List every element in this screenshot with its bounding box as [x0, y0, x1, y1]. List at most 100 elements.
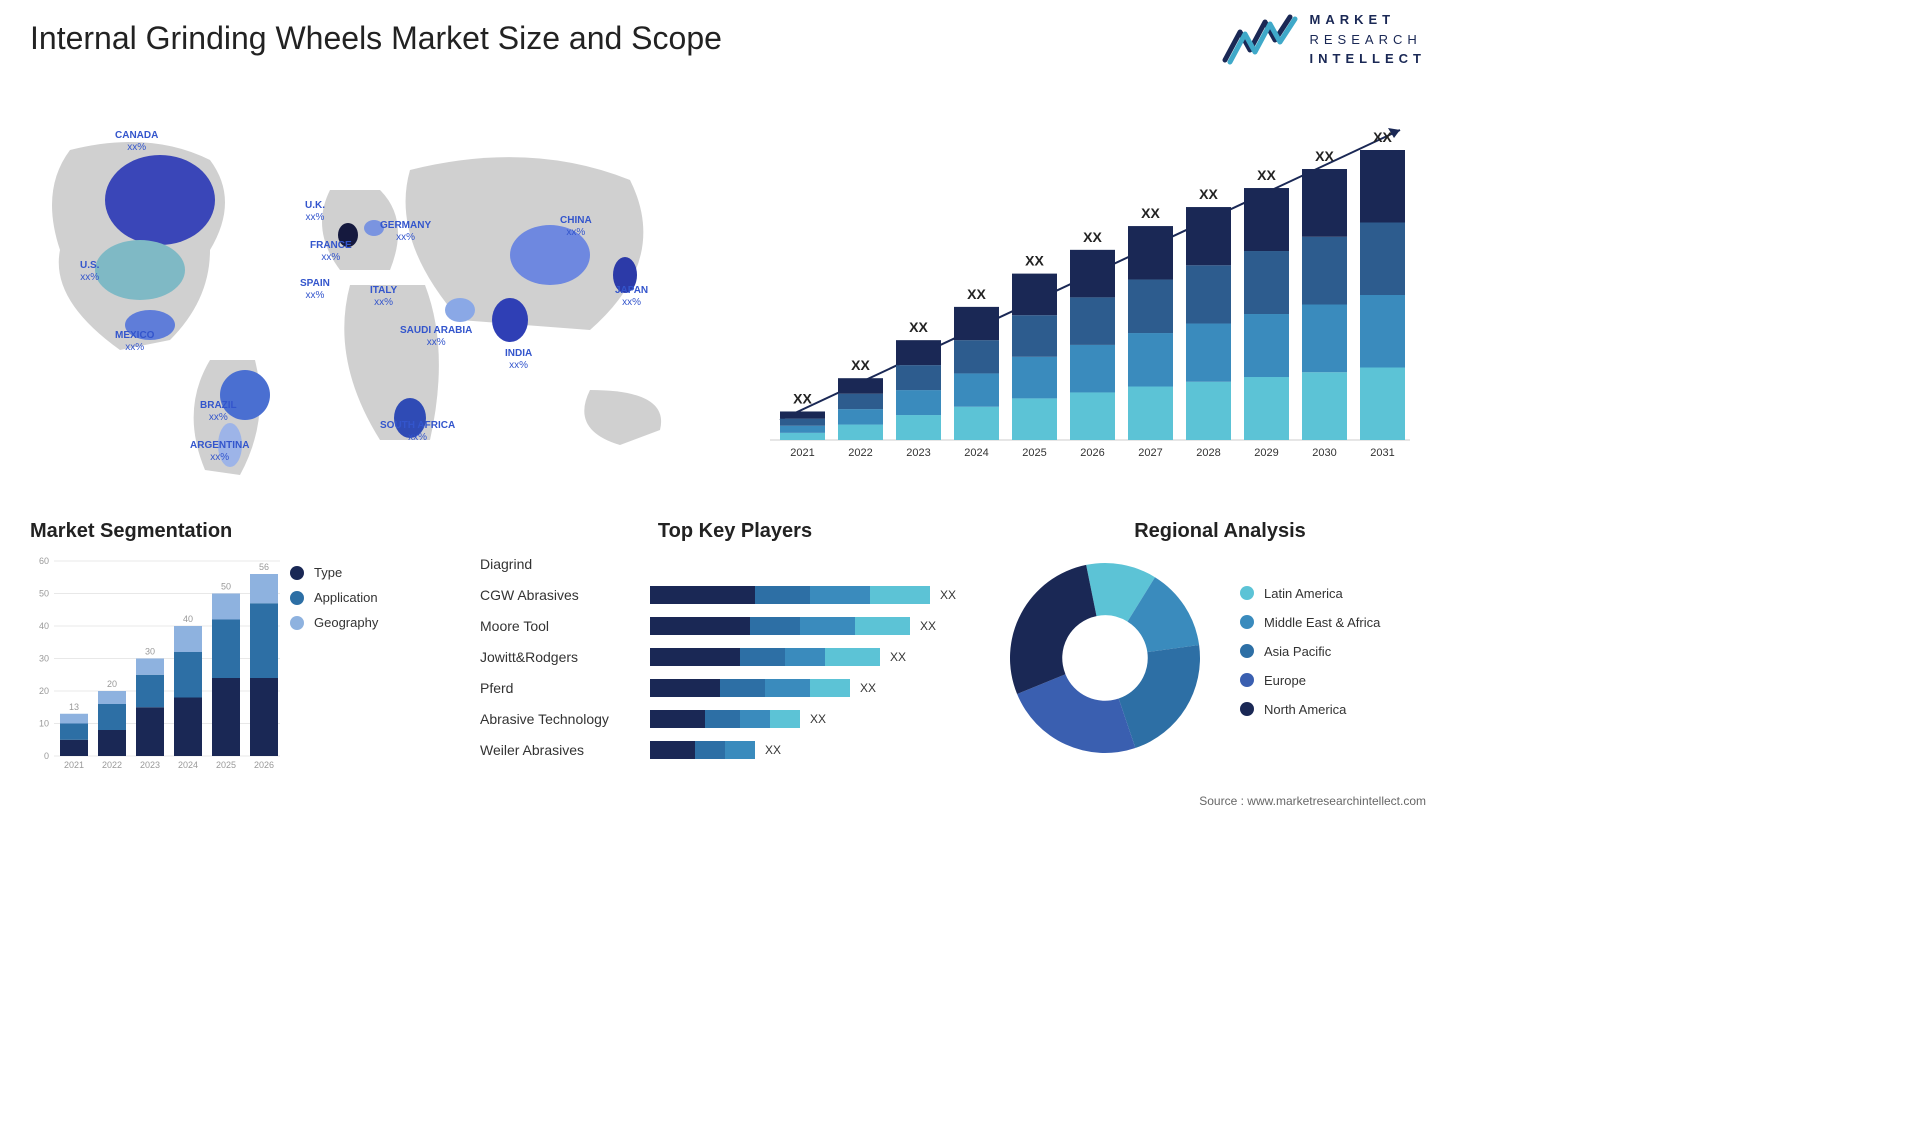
legend-item: Latin America [1240, 586, 1380, 601]
regional-donut [1000, 553, 1210, 763]
svg-text:30: 30 [39, 654, 49, 664]
svg-text:2021: 2021 [790, 447, 814, 459]
svg-text:XX: XX [793, 390, 812, 406]
legend-dot-icon [1240, 673, 1254, 687]
map-label: SPAINxx% [300, 278, 330, 302]
map-label: SOUTH AFRICAxx% [380, 420, 455, 444]
legend-dot-icon [1240, 615, 1254, 629]
svg-text:10: 10 [39, 719, 49, 729]
legend-label: Latin America [1264, 586, 1343, 601]
player-row: Weiler AbrasivesXX [480, 737, 990, 763]
segmentation-chart: 0102030405060132021202022302023402024502… [30, 551, 280, 776]
player-value: XX [940, 588, 956, 602]
player-row: PferdXX [480, 675, 990, 701]
legend-item: Europe [1240, 673, 1380, 688]
svg-text:50: 50 [221, 582, 231, 592]
svg-text:2028: 2028 [1196, 447, 1220, 459]
svg-text:2027: 2027 [1138, 447, 1162, 459]
brand-logo: MARKET RESEARCH INTELLECT [1220, 10, 1427, 69]
map-label: U.K.xx% [305, 200, 325, 224]
map-label: U.S.xx% [80, 260, 99, 284]
legend-item: North America [1240, 702, 1380, 717]
svg-text:2029: 2029 [1254, 447, 1278, 459]
segmentation-legend: Type Application Geography [290, 565, 378, 640]
svg-text:13: 13 [69, 702, 79, 712]
svg-text:XX: XX [1025, 253, 1044, 269]
svg-text:XX: XX [1257, 167, 1276, 183]
svg-text:2025: 2025 [216, 760, 236, 770]
legend-label: North America [1264, 702, 1346, 717]
key-players-title: Top Key Players [480, 520, 990, 543]
svg-text:2026: 2026 [254, 760, 274, 770]
world-map: CANADAxx%U.S.xx%MEXICOxx%BRAZILxx%ARGENT… [30, 100, 720, 480]
svg-text:2025: 2025 [1022, 447, 1046, 459]
legend-dot-icon [290, 616, 304, 630]
map-label: JAPANxx% [615, 285, 648, 309]
player-bar [650, 679, 850, 697]
svg-text:2023: 2023 [906, 447, 930, 459]
player-value: XX [810, 712, 826, 726]
legend-label: Asia Pacific [1264, 644, 1331, 659]
legend-label: Middle East & Africa [1264, 615, 1380, 630]
svg-text:20: 20 [107, 679, 117, 689]
legend-label: Geography [314, 615, 378, 630]
map-label: ARGENTINAxx% [190, 440, 249, 464]
svg-text:2023: 2023 [140, 760, 160, 770]
logo-line1: MARKET [1310, 10, 1427, 30]
svg-text:XX: XX [1199, 186, 1218, 202]
regional-block: Regional Analysis Latin America Middle Ea… [1000, 520, 1440, 763]
legend-item: Asia Pacific [1240, 644, 1380, 659]
player-name: CGW Abrasives [480, 587, 650, 603]
svg-text:20: 20 [39, 686, 49, 696]
player-name: Diagrind [480, 556, 650, 572]
map-label: CHINAxx% [560, 215, 592, 239]
logo-line3: INTELLECT [1310, 49, 1427, 69]
legend-item: Application [290, 590, 378, 605]
legend-dot-icon [1240, 702, 1254, 716]
regional-title: Regional Analysis [1000, 520, 1440, 543]
map-label: FRANCExx% [310, 240, 352, 264]
legend-label: Application [314, 590, 378, 605]
svg-text:XX: XX [1141, 205, 1160, 221]
player-name: Weiler Abrasives [480, 742, 650, 758]
svg-text:2021: 2021 [64, 760, 84, 770]
player-row: Jowitt&RodgersXX [480, 644, 990, 670]
map-label: CANADAxx% [115, 130, 158, 154]
player-name: Moore Tool [480, 618, 650, 634]
svg-text:2031: 2031 [1370, 447, 1394, 459]
source-text: Source : www.marketresearchintellect.com [1199, 794, 1426, 808]
map-label: GERMANYxx% [380, 220, 431, 244]
map-label: BRAZILxx% [200, 400, 237, 424]
segmentation-block: Market Segmentation 01020304050601320212… [30, 520, 460, 776]
svg-text:2026: 2026 [1080, 447, 1104, 459]
svg-text:2024: 2024 [178, 760, 198, 770]
logo-line2: RESEARCH [1310, 30, 1427, 50]
svg-text:40: 40 [183, 614, 193, 624]
player-bar [650, 617, 910, 635]
player-value: XX [920, 619, 936, 633]
regional-legend: Latin America Middle East & Africa Asia Pa… [1240, 586, 1380, 731]
segmentation-title: Market Segmentation [30, 520, 460, 543]
svg-text:40: 40 [39, 621, 49, 631]
main-growth-chart: XX 2021 XX 2022 XX 2023 XX 2024 XX 2025 XX 2026 XX 20… [760, 100, 1420, 480]
svg-text:60: 60 [39, 556, 49, 566]
svg-text:XX: XX [851, 357, 870, 373]
svg-text:XX: XX [1315, 148, 1334, 164]
logo-icon [1220, 12, 1300, 67]
legend-label: Type [314, 565, 342, 580]
svg-text:XX: XX [967, 286, 986, 302]
player-value: XX [890, 650, 906, 664]
svg-text:2022: 2022 [102, 760, 122, 770]
svg-text:XX: XX [1373, 129, 1392, 145]
player-row: Diagrind [480, 551, 990, 577]
svg-text:50: 50 [39, 589, 49, 599]
player-name: Abrasive Technology [480, 711, 650, 727]
svg-text:2024: 2024 [964, 447, 988, 459]
player-bar [650, 648, 880, 666]
player-row: Abrasive Technology XX [480, 706, 990, 732]
legend-item: Geography [290, 615, 378, 630]
svg-text:2022: 2022 [848, 447, 872, 459]
map-label: ITALYxx% [370, 285, 397, 309]
svg-text:30: 30 [145, 647, 155, 657]
svg-text:XX: XX [909, 319, 928, 335]
